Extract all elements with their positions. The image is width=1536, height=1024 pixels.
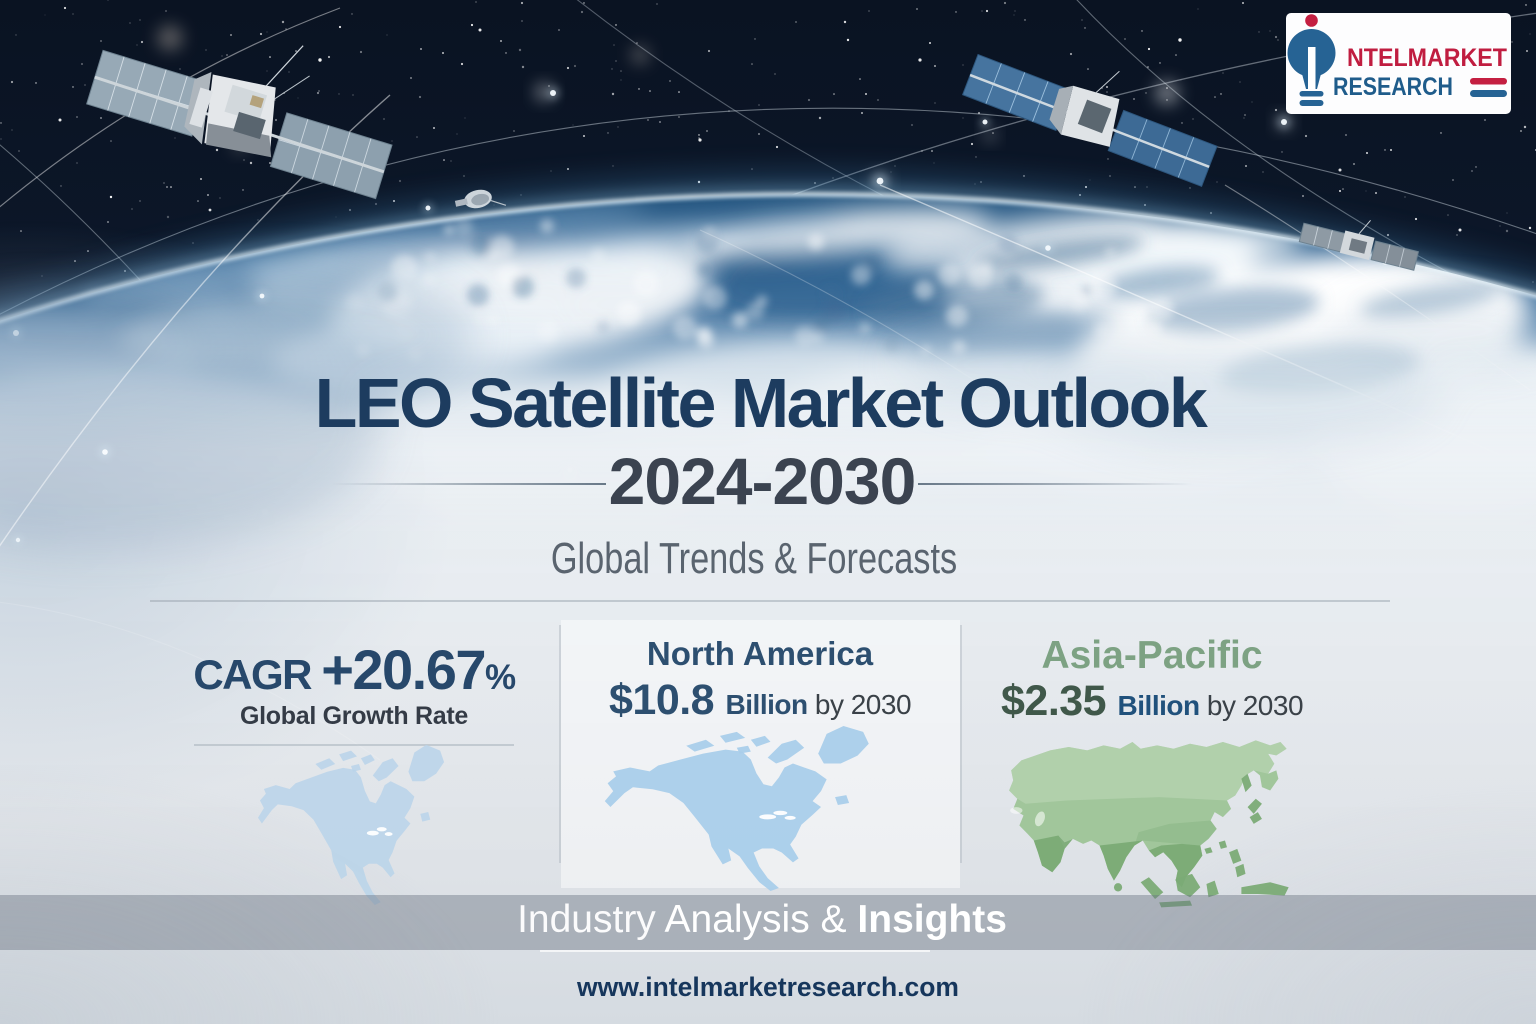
svg-text:RESEARCH: RESEARCH xyxy=(1333,73,1453,101)
svg-text:NTELMARKET: NTELMARKET xyxy=(1347,44,1507,72)
